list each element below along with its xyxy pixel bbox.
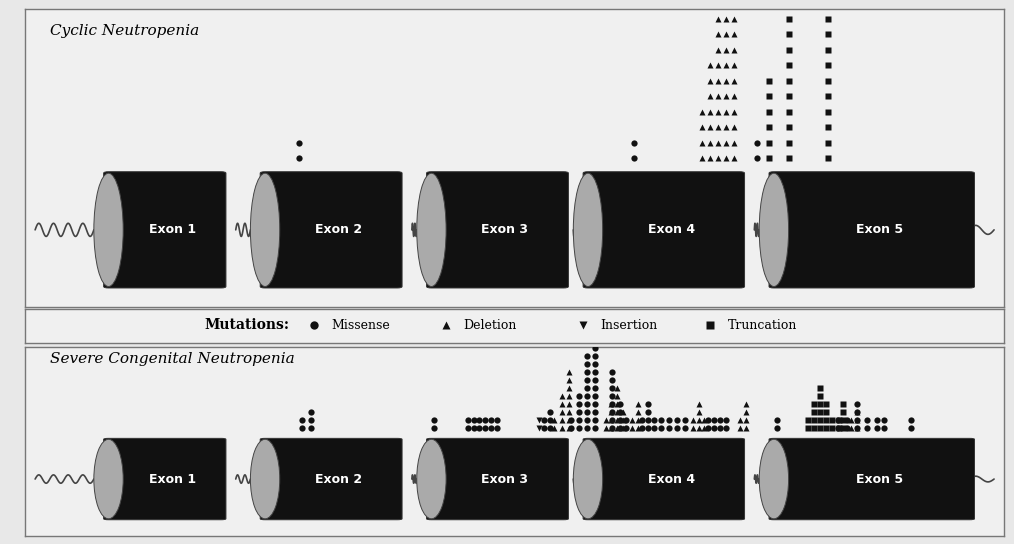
Text: Exon 3: Exon 3	[482, 224, 528, 236]
Text: Exon 5: Exon 5	[856, 473, 902, 486]
Text: Exon 4: Exon 4	[648, 473, 695, 486]
Ellipse shape	[250, 173, 280, 287]
Text: Severe Congenital Neutropenia: Severe Congenital Neutropenia	[50, 352, 294, 366]
Text: Exon 3: Exon 3	[482, 473, 528, 486]
Ellipse shape	[573, 173, 602, 287]
Text: Exon 1: Exon 1	[149, 473, 196, 486]
Text: Deletion: Deletion	[463, 319, 517, 332]
Text: Exon 2: Exon 2	[315, 473, 362, 486]
FancyBboxPatch shape	[261, 438, 403, 520]
FancyBboxPatch shape	[583, 438, 744, 520]
FancyBboxPatch shape	[583, 172, 744, 288]
Ellipse shape	[417, 440, 446, 519]
Ellipse shape	[94, 440, 124, 519]
Text: Cyclic Neutropenia: Cyclic Neutropenia	[50, 24, 199, 38]
FancyBboxPatch shape	[769, 172, 974, 288]
Ellipse shape	[759, 173, 789, 287]
Ellipse shape	[417, 173, 446, 287]
Text: Missense: Missense	[332, 319, 390, 332]
Ellipse shape	[94, 173, 124, 287]
Text: Exon 2: Exon 2	[315, 224, 362, 236]
FancyBboxPatch shape	[103, 438, 226, 520]
Ellipse shape	[250, 440, 280, 519]
FancyBboxPatch shape	[427, 438, 569, 520]
Text: Exon 4: Exon 4	[648, 224, 695, 236]
Text: Truncation: Truncation	[728, 319, 797, 332]
Text: Exon 1: Exon 1	[149, 224, 196, 236]
Text: Mutations:: Mutations:	[205, 318, 290, 332]
FancyBboxPatch shape	[261, 172, 403, 288]
Ellipse shape	[759, 440, 789, 519]
Text: Exon 5: Exon 5	[856, 224, 902, 236]
Text: Insertion: Insertion	[600, 319, 658, 332]
FancyBboxPatch shape	[769, 438, 974, 520]
FancyBboxPatch shape	[103, 172, 226, 288]
Ellipse shape	[573, 440, 602, 519]
FancyBboxPatch shape	[427, 172, 569, 288]
